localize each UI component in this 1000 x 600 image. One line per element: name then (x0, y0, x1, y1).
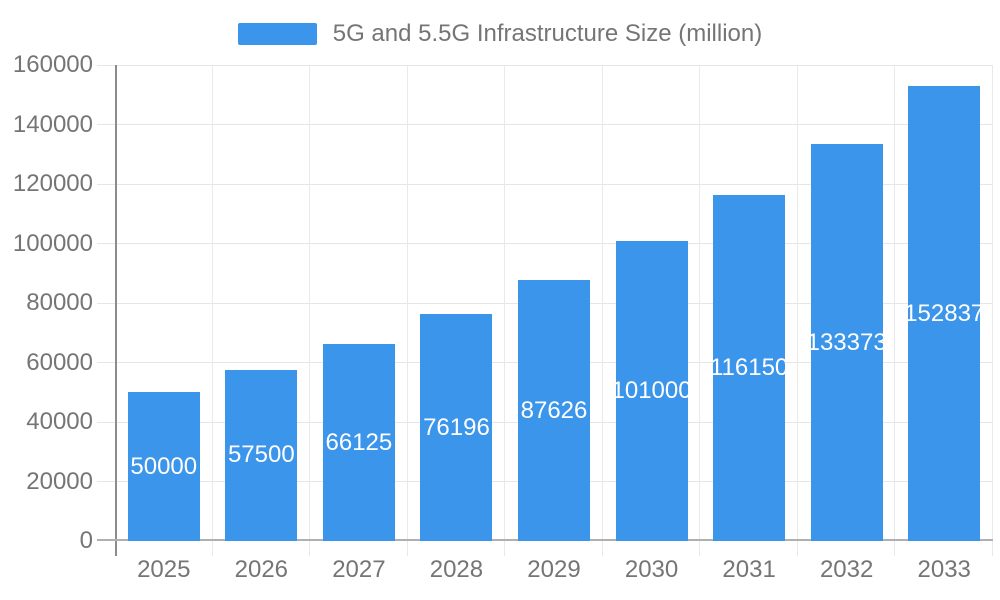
legend-item[interactable]: 5G and 5.5G Infrastructure Size (million… (0, 18, 1000, 50)
y-axis-line (115, 65, 117, 556)
y-tick-label: 100000 (12, 229, 93, 257)
x-tick-label: 2031 (722, 556, 776, 583)
bar-value-label: 133373 (810, 328, 883, 356)
chart-bar-2033[interactable]: 152837 (908, 86, 981, 541)
x-tick-label: 2032 (819, 556, 874, 583)
horizontal-gridline (97, 124, 993, 125)
vertical-gridline (699, 65, 701, 556)
vertical-gridline (992, 65, 993, 556)
chart-bar-2032[interactable]: 133373 (810, 144, 883, 541)
y-tick-label: 80000 (26, 289, 93, 316)
bar-value-label: 101000 (615, 376, 688, 404)
chart-bar-2028[interactable]: 76196 (420, 314, 493, 541)
y-tick-label: 60000 (26, 348, 93, 376)
bar-value-label: 152837 (908, 299, 981, 327)
y-tick-label: 0 (79, 527, 93, 554)
vertical-gridline (796, 65, 798, 556)
vertical-gridline (504, 65, 506, 556)
bar-value-label: 66125 (325, 428, 393, 456)
bar-value-label: 57500 (227, 441, 295, 469)
horizontal-gridline (97, 243, 993, 244)
vertical-gridline (406, 65, 408, 556)
bar-value-label: 87626 (520, 396, 588, 424)
bar-value-label: 76196 (423, 413, 490, 441)
chart-bar-2025[interactable]: 50000 (127, 392, 200, 541)
chart-bar-2030[interactable]: 101000 (615, 240, 688, 541)
x-tick-label: 2028 (429, 556, 484, 583)
chart-bar-2031[interactable]: 116150 (713, 195, 786, 541)
x-tick-label: 2027 (332, 556, 386, 583)
y-tick-label: 120000 (12, 170, 93, 197)
chart-bar-2027[interactable]: 66125 (322, 344, 395, 541)
y-tick-label: 140000 (12, 110, 93, 138)
x-tick-label: 2025 (137, 556, 191, 583)
y-tick-label: 40000 (26, 408, 93, 435)
legend-swatch (237, 23, 317, 45)
x-tick-label: 2026 (234, 556, 289, 583)
horizontal-gridline (97, 183, 993, 185)
x-tick-label: 2033 (917, 556, 971, 583)
plot-area: 50000 57500 66125 76196 87626 101000 116150 133… (97, 64, 993, 556)
x-tick-label: 2030 (624, 556, 679, 583)
vertical-gridline (211, 65, 213, 556)
vertical-gridline (894, 65, 896, 556)
horizontal-gridline (97, 64, 993, 66)
vertical-gridline (309, 65, 311, 556)
vertical-gridline (601, 65, 603, 556)
chart-bar-2026[interactable]: 57500 (225, 369, 298, 541)
y-tick-label: 160000 (12, 51, 93, 78)
bar-value-label: 50000 (130, 452, 198, 480)
bar-value-label: 116150 (713, 354, 786, 382)
legend-label: 5G and 5.5G Infrastructure Size (million… (332, 20, 763, 47)
y-tick-label: 20000 (26, 467, 93, 495)
x-tick-label: 2029 (527, 556, 581, 583)
chart-bar-2029[interactable]: 87626 (518, 280, 590, 541)
